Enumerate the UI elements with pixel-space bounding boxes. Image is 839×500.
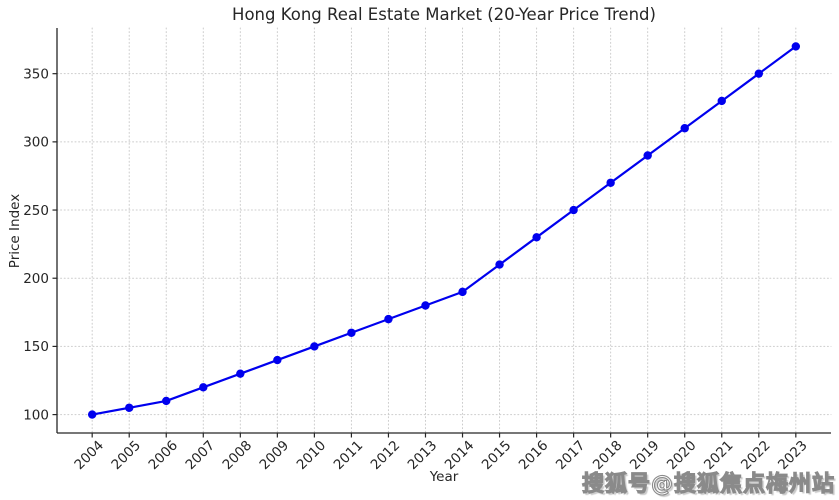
data-point-2014 (458, 287, 467, 297)
y-tick-label: 100 (23, 407, 49, 423)
data-point-2007 (199, 383, 208, 392)
x-tick-label: 2012 (368, 438, 404, 474)
data-point-2022 (754, 69, 763, 78)
data-point-2023 (791, 42, 801, 51)
data-point-2018 (606, 178, 615, 187)
data-point-2020 (680, 124, 689, 133)
x-tick-label: 2014 (442, 438, 478, 474)
x-tick-label: 2011 (331, 438, 367, 474)
y-tick-label: 150 (23, 339, 49, 355)
data-point-2021 (717, 96, 726, 106)
data-point-2004 (87, 410, 97, 419)
y-tick-label: 200 (23, 271, 49, 287)
trend-line (91, 45, 797, 416)
data-point-2009 (273, 355, 282, 365)
y-tick-label: 250 (23, 203, 49, 219)
data-point-2013 (421, 301, 430, 310)
data-point-2005 (125, 403, 134, 412)
data-point-2015 (495, 260, 504, 269)
data-point-2008 (236, 369, 245, 378)
data-point-2006 (162, 396, 171, 406)
y-tick-label: 300 (23, 135, 49, 151)
data-point-2016 (532, 233, 541, 242)
x-tick-label: 2006 (145, 438, 181, 474)
x-tick-label: 2008 (220, 438, 256, 474)
data-point-2011 (347, 328, 356, 337)
x-tick-label: 2015 (479, 438, 515, 474)
data-point-2017 (569, 205, 578, 215)
chart-title: Hong Kong Real Estate Market (20-Year Pr… (232, 5, 656, 24)
x-tick-label: 2016 (516, 438, 552, 474)
x-tick-label: 2013 (405, 438, 441, 474)
x-tick-label: 2005 (108, 438, 144, 474)
data-point-2010 (310, 342, 319, 351)
x-tick-label: 2004 (71, 438, 107, 474)
watermark-text: 搜狐号@搜狐焦点梅州站 (581, 471, 835, 497)
data-point-2019 (643, 151, 652, 160)
x-axis-label: Year (429, 469, 459, 485)
data-point-2012 (384, 314, 393, 324)
x-tick-label: 2007 (183, 438, 219, 474)
y-tick-label: 350 (23, 66, 49, 82)
x-tick-label: 2010 (294, 438, 330, 474)
x-tick-label: 2009 (257, 438, 293, 474)
